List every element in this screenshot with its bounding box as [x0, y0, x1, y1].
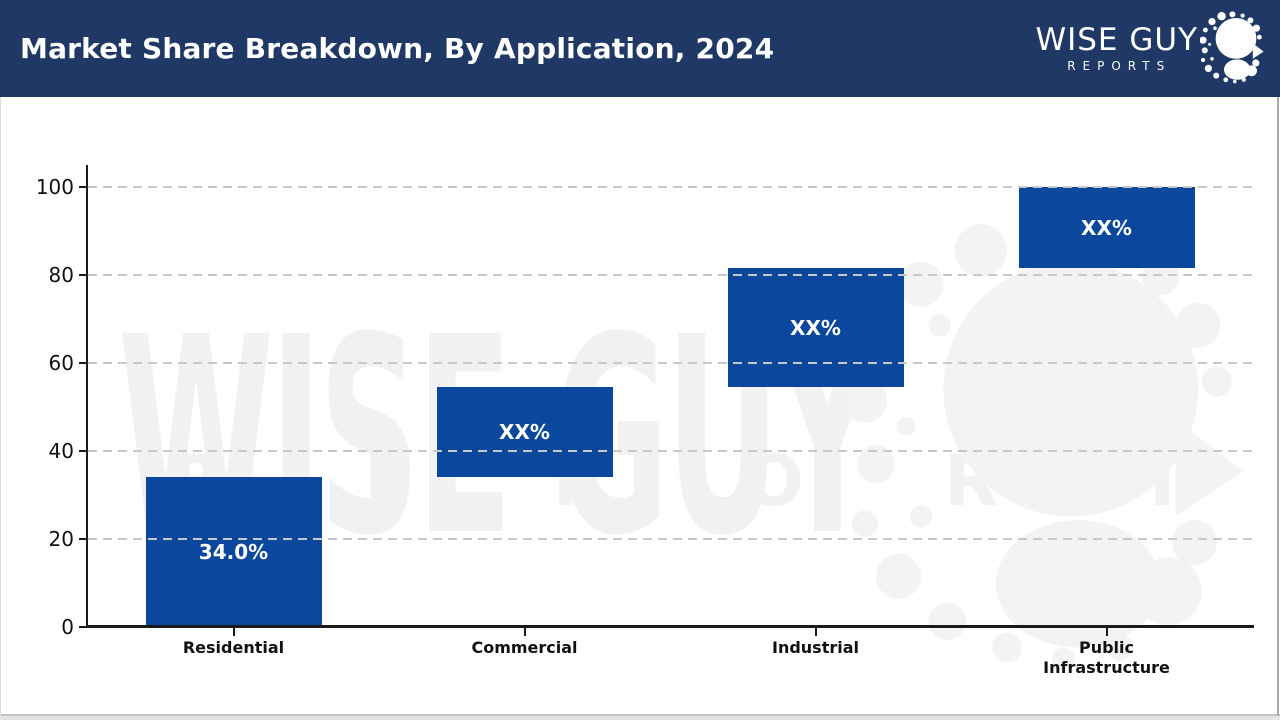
y-tick	[79, 186, 87, 188]
page-border-bottom-band	[0, 716, 1280, 720]
y-tick-label: 60	[48, 351, 74, 375]
header: Market Share Breakdown, By Application, …	[0, 0, 1280, 97]
x-axis-spine	[86, 625, 1254, 628]
logo-wordmark: WISE GUY	[1035, 21, 1198, 58]
page-border-right	[1277, 97, 1279, 716]
y-axis-spine	[86, 165, 88, 628]
x-tick	[814, 628, 817, 636]
y-tick-label: 0	[61, 615, 74, 639]
y-tick-label: 20	[48, 527, 74, 551]
x-axis-label: Commercial	[471, 638, 578, 657]
page-border-left	[0, 97, 1, 716]
bar-value-label: XX%	[499, 420, 550, 445]
y-tick-label: 100	[35, 175, 74, 199]
x-tick	[1105, 628, 1108, 636]
page-border-bottom-line	[0, 714, 1280, 716]
x-axis-label: Industrial	[771, 638, 859, 657]
y-tick	[79, 538, 87, 540]
bar	[145, 477, 322, 627]
bar	[436, 387, 613, 478]
x-axis-label: Residential	[182, 638, 285, 657]
y-tick	[79, 274, 87, 276]
page-title: Market Share Breakdown, By Application, …	[20, 32, 775, 65]
logo-subtitle: REPORTS	[1067, 59, 1172, 74]
y-tick	[79, 450, 87, 452]
y-tick	[79, 362, 87, 364]
y-gridline	[88, 450, 1252, 452]
x-tick	[232, 628, 235, 636]
y-tick-label: 80	[48, 263, 74, 287]
bar-value-label: XX%	[1081, 215, 1132, 240]
y-gridline	[88, 274, 1252, 276]
y-gridline	[88, 362, 1252, 364]
y-gridline	[88, 186, 1252, 188]
y-tick	[79, 626, 87, 628]
wise-guy-logo: WISE GUY REPORTS	[1035, 7, 1266, 89]
bar-value-label: 34.0%	[198, 540, 269, 565]
x-tick	[523, 628, 526, 636]
logo-text: WISE GUY REPORTS	[1035, 21, 1198, 74]
bar-value-label: XX%	[790, 315, 841, 340]
watermark-head-icon	[846, 220, 1258, 678]
y-tick-label: 40	[48, 439, 74, 463]
logo-head-icon	[1200, 7, 1266, 89]
x-axis-label: Public Infrastructure	[1043, 638, 1170, 677]
bar	[727, 268, 904, 388]
y-gridline	[88, 538, 1252, 540]
bar	[1018, 187, 1195, 269]
